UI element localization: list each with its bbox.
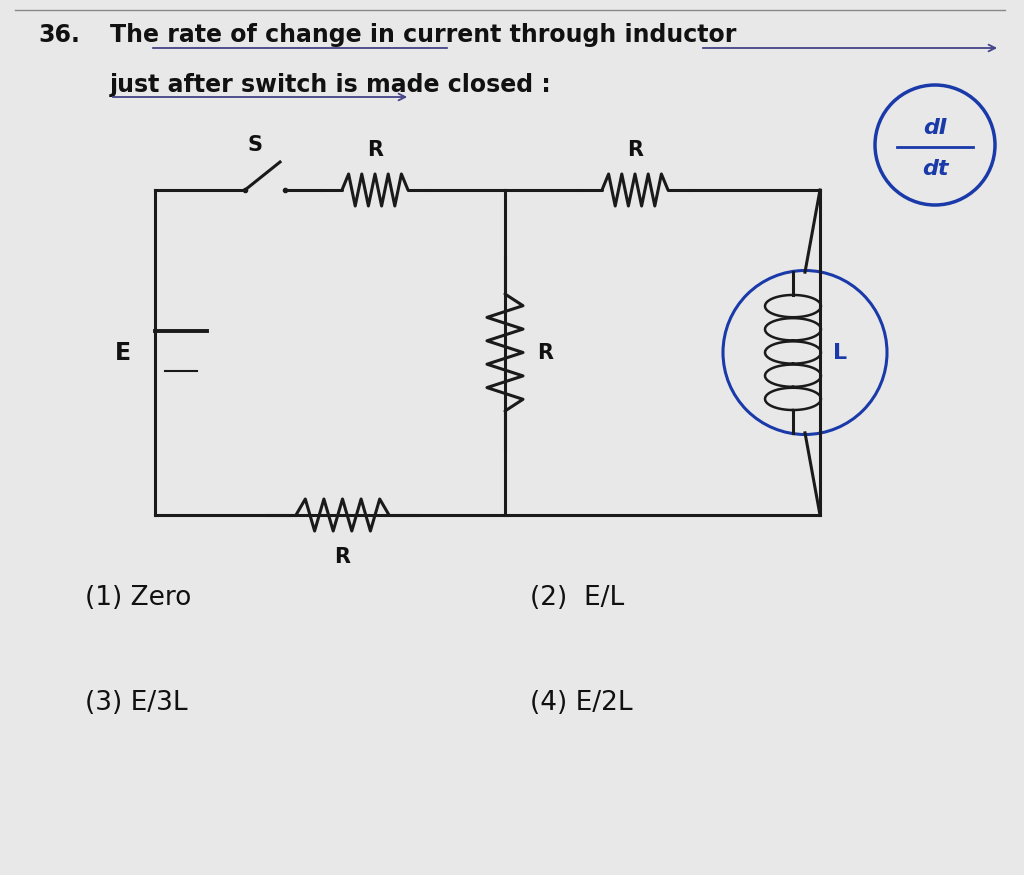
Text: S: S — [248, 135, 262, 155]
Text: L: L — [833, 342, 847, 362]
Text: R: R — [335, 547, 350, 567]
Text: The rate of change in current through inductor: The rate of change in current through in… — [110, 23, 736, 47]
Text: (1) Zero: (1) Zero — [85, 585, 191, 611]
Text: just after switch is made closed :: just after switch is made closed : — [110, 73, 552, 97]
Text: 36.: 36. — [38, 23, 80, 47]
Text: (4) E/2L: (4) E/2L — [530, 690, 633, 716]
Text: E: E — [115, 340, 131, 365]
Text: dt: dt — [922, 159, 948, 179]
Text: (2)  E/L: (2) E/L — [530, 585, 625, 611]
Text: R: R — [627, 140, 643, 160]
Text: dI: dI — [923, 118, 947, 138]
Text: R: R — [367, 140, 383, 160]
Text: R: R — [537, 342, 553, 362]
Text: (3) E/3L: (3) E/3L — [85, 690, 187, 716]
